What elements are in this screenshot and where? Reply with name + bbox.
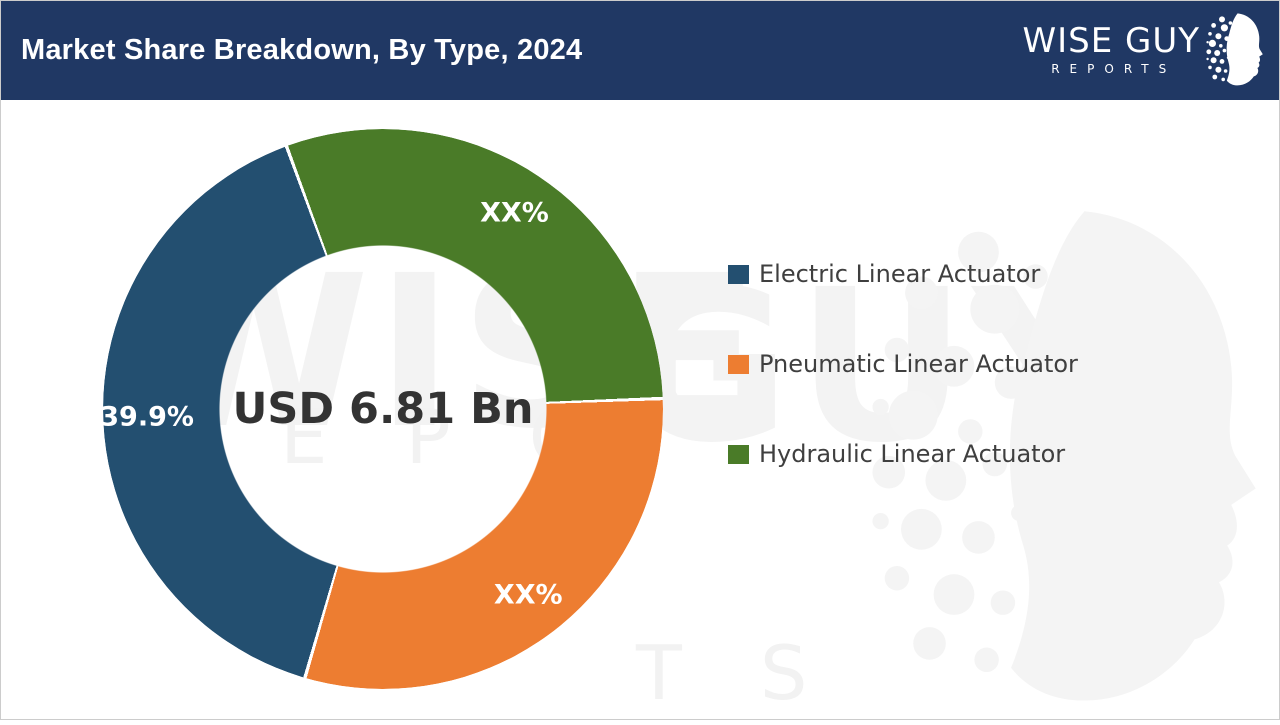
page-title: Market Share Breakdown, By Type, 2024 [21,34,583,66]
slice-label-electric: 39.9% [100,401,194,433]
watermark-text-ts-fragment: TS [636,629,886,717]
legend-swatch-hydraulic [728,444,749,464]
legend-label-hydraulic: Hydraulic Linear Actuator [759,440,1066,468]
legend-swatch-pneumatic [728,354,749,374]
chart-legend: Electric Linear Actuator Pneumatic Linea… [728,260,1078,532]
brand-logo: WISE GUY REPORTS [1022,9,1264,91]
slice-label-hydraulic: XX% [480,197,549,229]
donut-ring [103,129,663,689]
legend-item-pneumatic: Pneumatic Linear Actuator [728,350,1078,378]
brand-logo-text: WISE GUY REPORTS [1022,20,1200,77]
legend-label-pneumatic: Pneumatic Linear Actuator [759,350,1078,378]
brand-head-icon [1206,13,1263,86]
legend-label-electric: Electric Linear Actuator [759,260,1041,288]
header-bar: Market Share Breakdown, By Type, 2024 WI… [0,0,1280,100]
legend-item-hydraulic: Hydraulic Linear Actuator [728,440,1078,468]
brand-subtitle: REPORTS [1051,62,1177,77]
brand-name: WISE GUY [1022,20,1200,61]
slice-label-pneumatic: XX% [493,579,563,611]
legend-item-electric: Electric Linear Actuator [728,260,1078,288]
donut-center-value: USD 6.81 Bn [232,384,534,434]
donut-chart: 39.9% XX% XX% USD 6.81 Bn [100,129,663,689]
legend-swatch-electric [728,264,749,284]
